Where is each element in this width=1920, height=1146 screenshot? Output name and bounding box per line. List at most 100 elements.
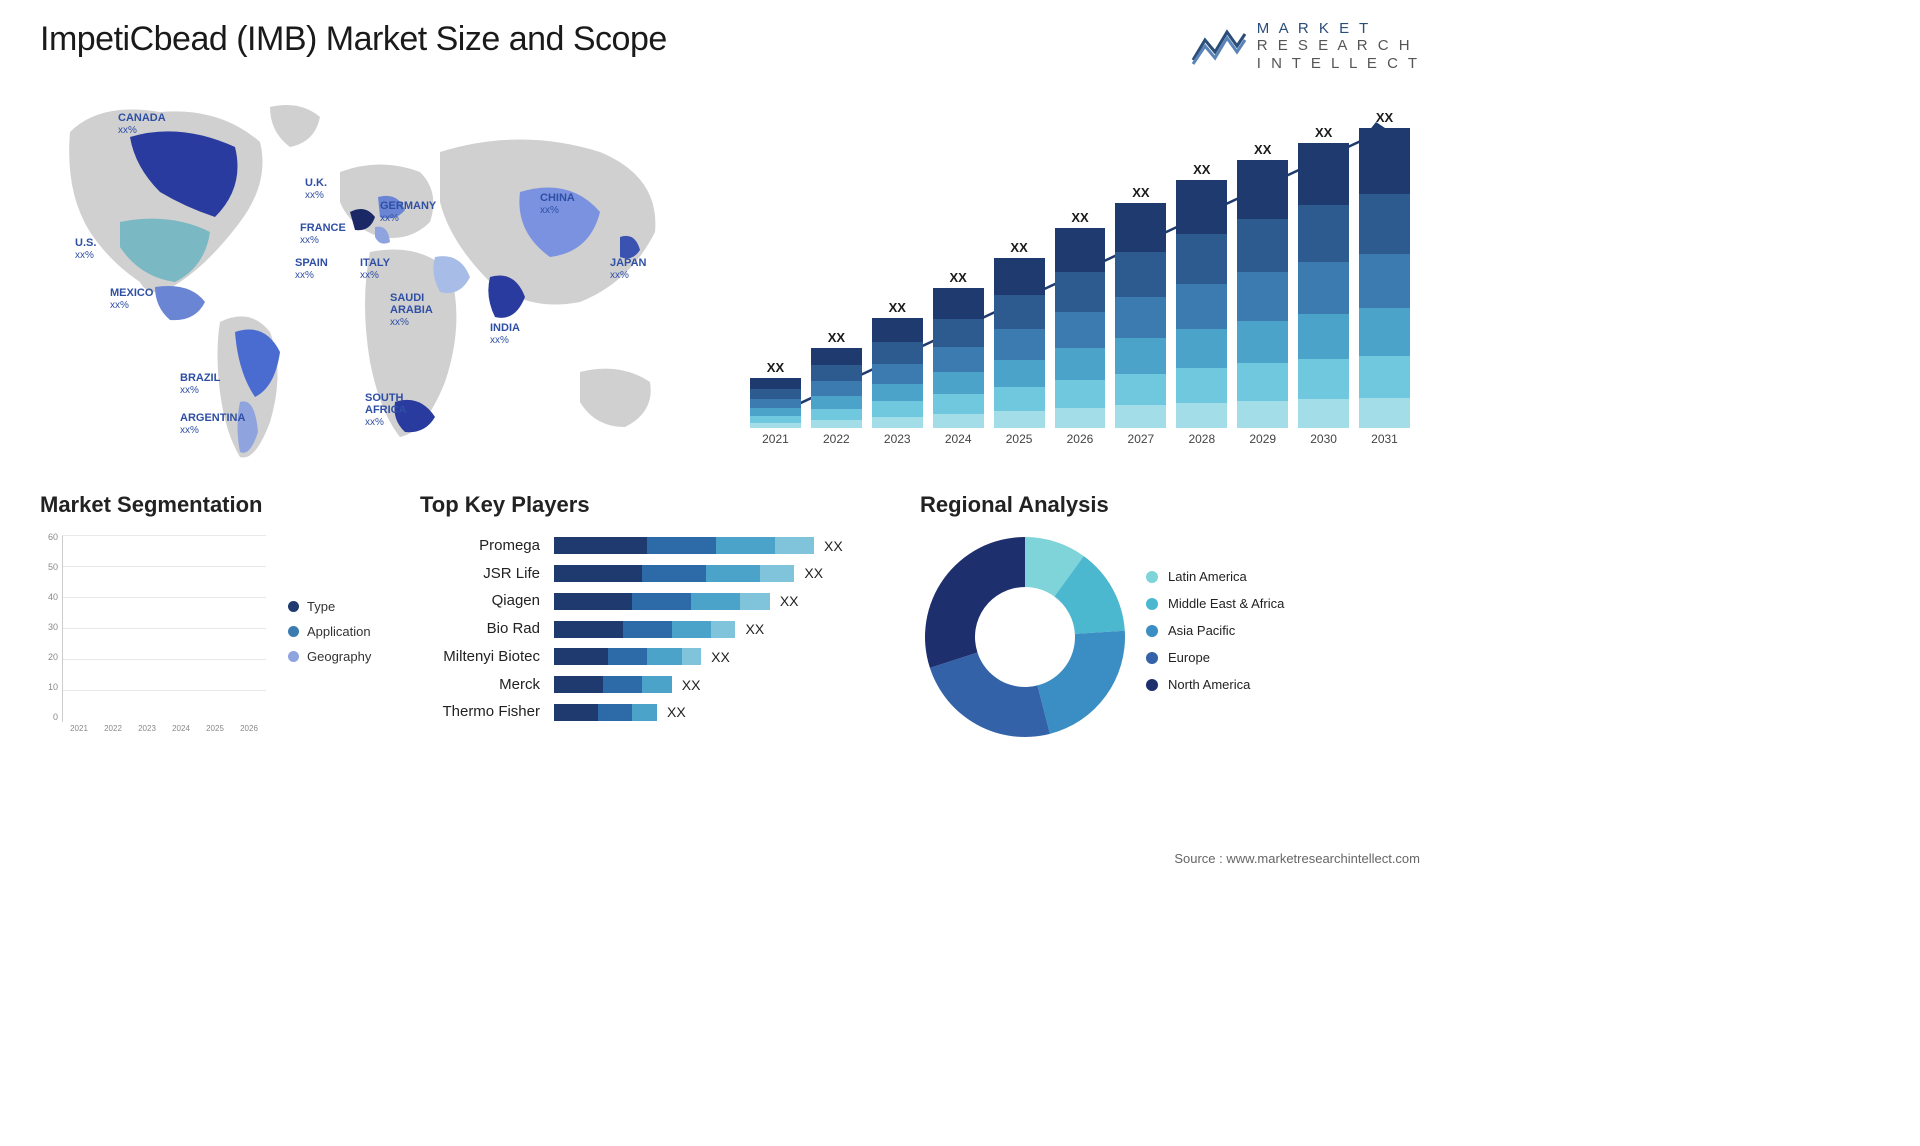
map-country-mexico (155, 286, 205, 320)
donut-segment (930, 652, 1050, 737)
regional-donut-chart (920, 532, 1130, 742)
legend-item: Application (288, 624, 371, 639)
map-label: INDIAxx% (490, 322, 520, 346)
player-bar-row: XX (554, 615, 900, 643)
map-label: SOUTHAFRICAxx% (365, 392, 407, 428)
page-title: ImpetiCbead (IMB) Market Size and Scope (40, 20, 667, 59)
player-bar-row: XX (554, 587, 900, 615)
header: ImpetiCbead (IMB) Market Size and Scope … (40, 20, 1420, 72)
logo-text: M A R K E T R E S E A R C H I N T E L L … (1257, 20, 1420, 72)
legend-item: Type (288, 599, 371, 614)
donut-segment (1037, 630, 1125, 733)
growth-bar: XX2024 (933, 288, 984, 446)
map-label: ITALYxx% (360, 257, 390, 281)
player-name: Merck (420, 671, 540, 699)
player-name: Miltenyi Biotec (420, 643, 540, 671)
growth-bar: XX2029 (1237, 160, 1288, 446)
map-label: U.S.xx% (75, 237, 96, 261)
growth-bar-value: XX (1298, 125, 1349, 140)
map-label: CANADAxx% (118, 112, 166, 136)
legend-item: Latin America (1146, 569, 1284, 584)
growth-bar-year: 2022 (823, 432, 850, 446)
player-value: XX (780, 593, 799, 609)
player-name: Qiagen (420, 587, 540, 615)
growth-bar-value: XX (1359, 110, 1410, 125)
growth-bar-year: 2021 (762, 432, 789, 446)
growth-bar-value: XX (994, 240, 1045, 255)
logo-mark-icon (1191, 26, 1247, 66)
growth-bar-year: 2031 (1371, 432, 1398, 446)
map-label: MEXICOxx% (110, 287, 153, 311)
map-label: BRAZILxx% (180, 372, 220, 396)
map-label: U.K.xx% (305, 177, 327, 201)
player-name: Thermo Fisher (420, 698, 540, 726)
player-value: XX (804, 565, 823, 581)
player-value: XX (746, 621, 765, 637)
growth-bar-value: XX (1055, 210, 1106, 225)
legend-item: Geography (288, 649, 371, 664)
regional-panel: Regional Analysis Latin America Middle Ea… (920, 492, 1420, 742)
growth-bar: XX2031 (1359, 128, 1410, 446)
player-value: XX (711, 649, 730, 665)
growth-bar: XX2027 (1115, 203, 1166, 446)
growth-bar-year: 2029 (1249, 432, 1276, 446)
growth-bar: XX2025 (994, 258, 1045, 446)
growth-bar: XX2028 (1176, 180, 1227, 446)
map-label: SPAINxx% (295, 257, 328, 281)
growth-bar-year: 2024 (945, 432, 972, 446)
segmentation-title: Market Segmentation (40, 492, 400, 518)
legend-item: Asia Pacific (1146, 623, 1284, 638)
growth-bar-year: 2026 (1067, 432, 1094, 446)
growth-bar: XX2030 (1298, 143, 1349, 446)
growth-bar-value: XX (1115, 185, 1166, 200)
segmentation-legend: Type Application Geography (288, 599, 371, 674)
growth-chart-panel: XX2021XX2022XX2023XX2024XX2025XX2026XX20… (730, 82, 1420, 472)
legend-item: Europe (1146, 650, 1284, 665)
player-bar-row: XX (554, 643, 900, 671)
growth-bar: XX2026 (1055, 228, 1106, 446)
map-label: SAUDIARABIAxx% (390, 292, 433, 328)
player-bar-row: XX (554, 560, 900, 588)
player-value: XX (682, 677, 701, 693)
legend-item: Middle East & Africa (1146, 596, 1284, 611)
legend-item: North America (1146, 677, 1284, 692)
map-label: GERMANYxx% (380, 200, 436, 224)
growth-bar-year: 2027 (1128, 432, 1155, 446)
map-label: ARGENTINAxx% (180, 412, 245, 436)
growth-bar-value: XX (811, 330, 862, 345)
player-name: Promega (420, 532, 540, 560)
source-attribution: Source : www.marketresearchintellect.com (1174, 851, 1420, 866)
player-name: JSR Life (420, 560, 540, 588)
growth-bar-value: XX (872, 300, 923, 315)
key-players-title: Top Key Players (420, 492, 900, 518)
regional-legend: Latin America Middle East & Africa Asia Pa… (1146, 569, 1284, 704)
growth-bar-year: 2025 (1006, 432, 1033, 446)
growth-bar: XX2021 (750, 378, 801, 446)
growth-bar: XX2022 (811, 348, 862, 446)
growth-bar-year: 2030 (1310, 432, 1337, 446)
key-players-names: PromegaJSR LifeQiagenBio RadMiltenyi Bio… (420, 532, 540, 727)
regional-title: Regional Analysis (920, 492, 1420, 518)
growth-bar-value: XX (1176, 162, 1227, 177)
player-bar-row: XX (554, 671, 900, 699)
donut-segment (925, 537, 1025, 668)
player-value: XX (667, 704, 686, 720)
map-label: FRANCExx% (300, 222, 346, 246)
map-label: CHINAxx% (540, 192, 575, 216)
player-value: XX (824, 538, 843, 554)
logo: M A R K E T R E S E A R C H I N T E L L … (1191, 20, 1420, 72)
key-players-bars: XXXXXXXXXXXXXX (554, 532, 900, 727)
player-bar-row: XX (554, 532, 900, 560)
growth-bar-year: 2023 (884, 432, 911, 446)
player-bar-row: XX (554, 699, 900, 727)
growth-bar-value: XX (933, 270, 984, 285)
map-country-saudi (433, 256, 470, 293)
growth-bar: XX2023 (872, 318, 923, 446)
segmentation-panel: Market Segmentation 6050403020100 202120… (40, 492, 400, 742)
key-players-panel: Top Key Players PromegaJSR LifeQiagenBio… (420, 492, 900, 742)
growth-bar-year: 2028 (1188, 432, 1215, 446)
map-label: JAPANxx% (610, 257, 646, 281)
growth-bar-value: XX (750, 360, 801, 375)
player-name: Bio Rad (420, 615, 540, 643)
segmentation-chart: 6050403020100 202120222023202420252026 (40, 532, 270, 742)
